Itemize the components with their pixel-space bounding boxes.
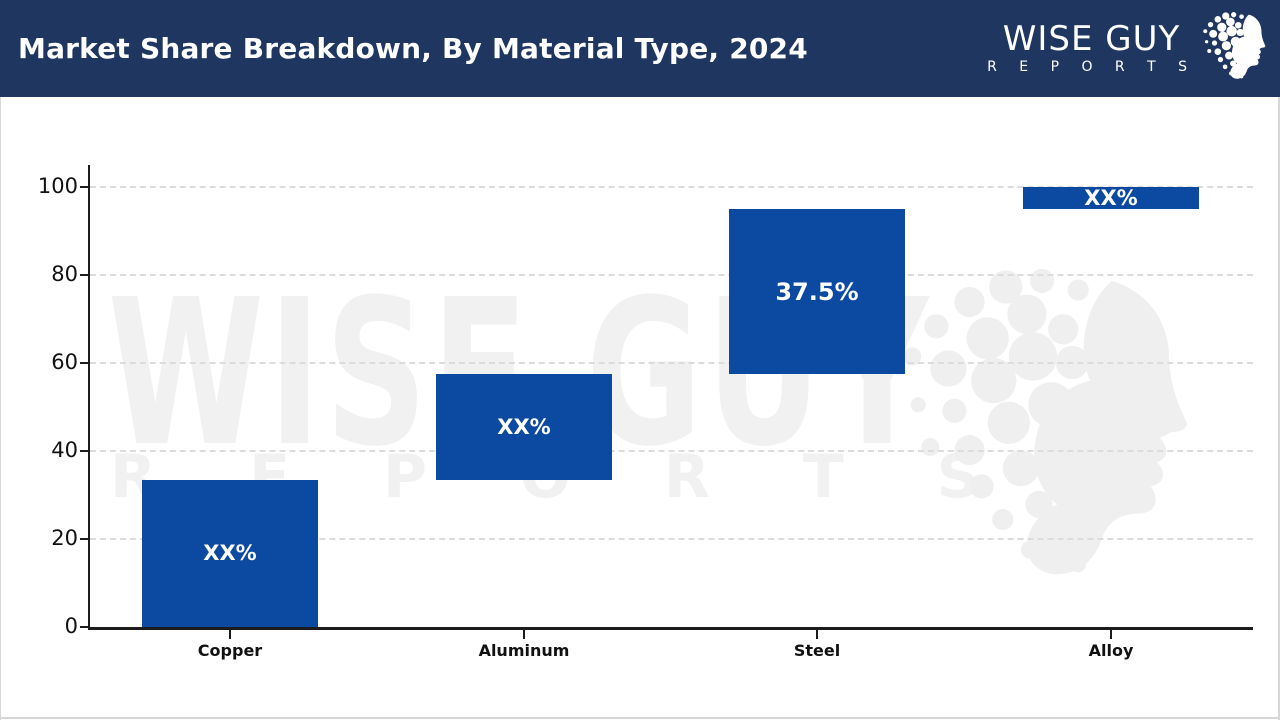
wiseguy-logo: WISE GUY R E P O R T S bbox=[987, 7, 1266, 91]
category-label-copper: Copper bbox=[197, 641, 263, 660]
wiseguy-head-icon bbox=[1203, 11, 1266, 79]
x-tick-alloy bbox=[1110, 630, 1112, 639]
chart-title: Market Share Breakdown, By Material Type… bbox=[18, 32, 808, 65]
category-label-steel: Steel bbox=[793, 641, 841, 660]
y-tick-label-60: 60 bbox=[51, 350, 78, 374]
y-tick-label-80: 80 bbox=[51, 262, 78, 286]
chart-area: WISE GUY R E P O R T S 020406080100XX%Co… bbox=[0, 97, 1280, 720]
category-label-alloy: Alloy bbox=[1088, 641, 1134, 660]
y-tick-60 bbox=[80, 362, 89, 364]
y-tick-label-0: 0 bbox=[64, 614, 78, 638]
x-tick-copper bbox=[229, 630, 231, 639]
gridline-y100 bbox=[90, 186, 1253, 188]
bar-label-alloy: XX% bbox=[1084, 186, 1138, 210]
x-tick-steel bbox=[816, 630, 818, 639]
gridline-y20 bbox=[90, 538, 1253, 540]
gridline-y80 bbox=[90, 274, 1253, 276]
y-tick-0 bbox=[80, 626, 89, 628]
y-tick-20 bbox=[80, 538, 89, 540]
logo-wordmark: WISE GUY bbox=[1002, 18, 1181, 59]
y-tick-40 bbox=[80, 450, 89, 452]
bottom-border bbox=[0, 717, 1280, 719]
bar-label-steel: 37.5% bbox=[775, 277, 859, 306]
bar-label-copper: XX% bbox=[203, 541, 257, 566]
logo-subtitle: R E P O R T S bbox=[987, 59, 1196, 76]
y-tick-80 bbox=[80, 274, 89, 276]
gridline-y40 bbox=[90, 450, 1253, 452]
bar-aluminum: XX% bbox=[436, 374, 612, 480]
x-axis-line bbox=[88, 627, 1253, 630]
y-tick-label-40: 40 bbox=[51, 438, 78, 462]
bar-steel: 37.5% bbox=[729, 209, 905, 374]
y-tick-label-20: 20 bbox=[51, 526, 78, 550]
left-border bbox=[0, 97, 1, 720]
header-bar: Market Share Breakdown, By Material Type… bbox=[0, 0, 1280, 97]
watermark-head-icon bbox=[903, 268, 1187, 575]
y-axis-line bbox=[88, 165, 90, 629]
x-tick-aluminum bbox=[523, 630, 525, 639]
logo-text: WISE GUY R E P O R T S bbox=[987, 18, 1196, 76]
category-label-aluminum: Aluminum bbox=[478, 641, 570, 660]
bar-alloy: XX% bbox=[1023, 186, 1199, 210]
bar-copper: XX% bbox=[142, 479, 318, 627]
y-tick-label-100: 100 bbox=[37, 174, 78, 198]
right-border bbox=[1278, 97, 1280, 720]
gridline-y60 bbox=[90, 362, 1253, 364]
bar-label-aluminum: XX% bbox=[497, 414, 551, 439]
y-tick-100 bbox=[80, 186, 89, 188]
